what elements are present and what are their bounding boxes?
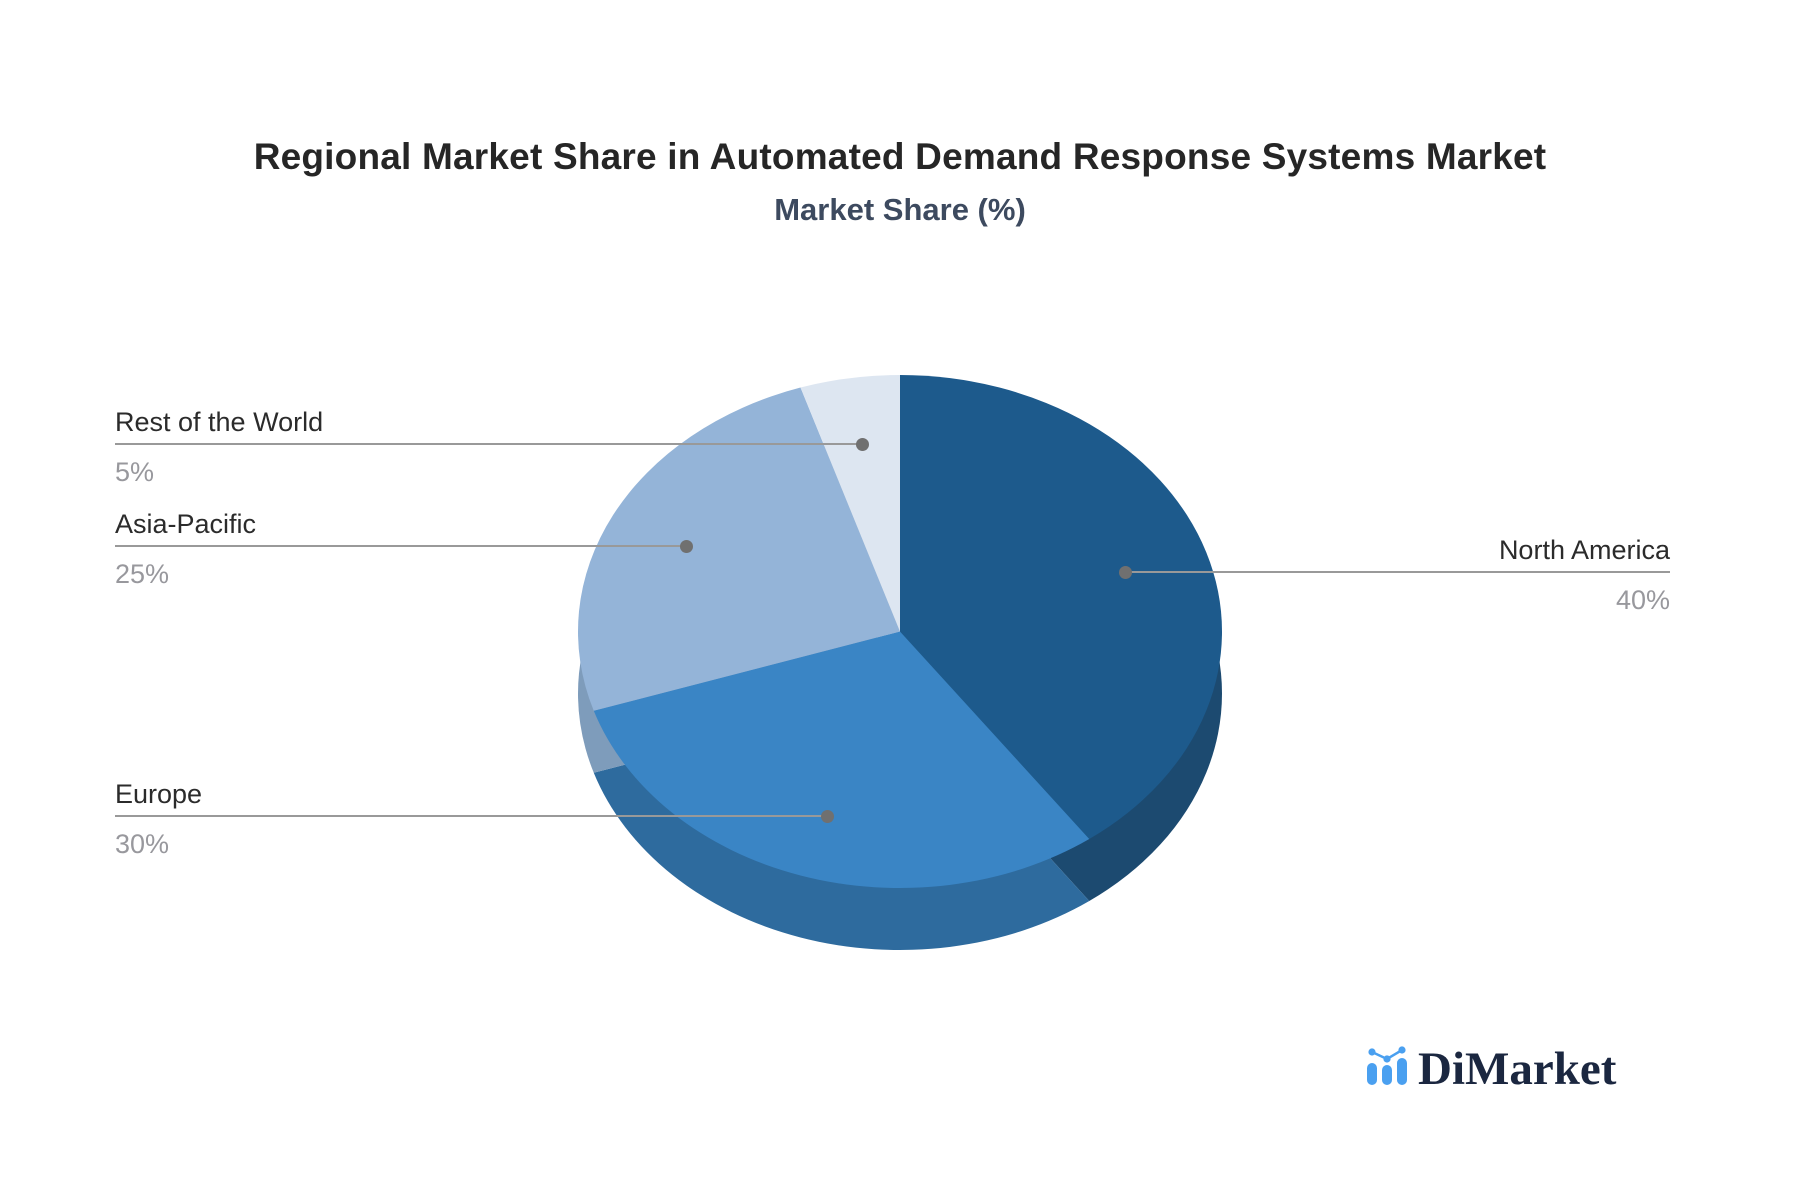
slice-label: North America	[1498, 535, 1670, 565]
pie-slice-asia-pacific	[578, 387, 900, 711]
slice-label: Asia-Pacific	[115, 509, 257, 539]
slice-percentage: 40%	[1615, 585, 1670, 615]
bar-chart-sparkline-icon	[1367, 1046, 1407, 1085]
chart-title: Regional Market Share in Automated Deman…	[253, 136, 1547, 177]
logo-text: DiMarket	[1418, 1043, 1617, 1095]
leader-dot	[856, 438, 869, 451]
leader-line	[115, 545, 687, 547]
pie-slice-rest-of-the-world	[800, 375, 900, 632]
leader-dot	[680, 540, 693, 553]
slice-label: Rest of the World	[115, 407, 324, 437]
slice-percentage: 30%	[115, 829, 170, 859]
leader-line	[115, 815, 828, 817]
slice-percentage: 5%	[115, 457, 155, 487]
leader-line	[115, 443, 863, 445]
slice-label: Europe	[115, 779, 203, 809]
dimarket-logo: DiMarket	[1364, 1042, 1694, 1102]
leader-dot	[1119, 566, 1132, 579]
pie-slice-europe	[593, 631, 1090, 888]
leader-line	[1125, 571, 1670, 573]
chart-subtitle: Market Share (%)	[774, 192, 1026, 227]
pie-slice-north-america	[900, 375, 1222, 840]
slice-percentage: 25%	[115, 559, 170, 589]
leader-dot	[821, 810, 834, 823]
